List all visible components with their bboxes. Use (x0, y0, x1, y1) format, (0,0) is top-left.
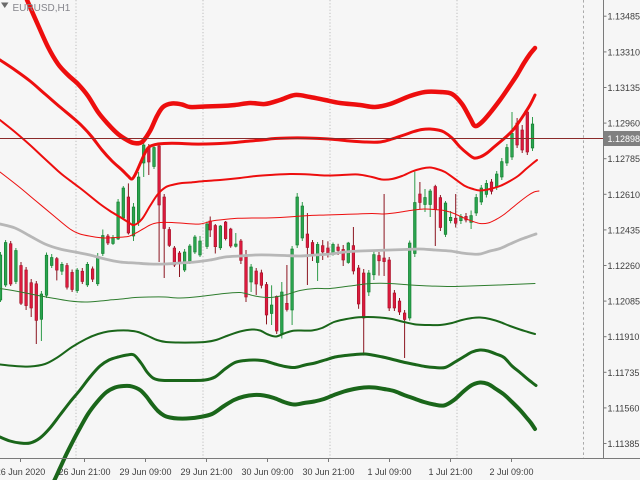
svg-text:1.13310: 1.13310 (608, 47, 640, 57)
svg-text:1.12435: 1.12435 (608, 225, 640, 235)
svg-text:2 Jul 09:00: 2 Jul 09:00 (489, 467, 533, 477)
svg-text:1.11385: 1.11385 (608, 439, 640, 449)
svg-text:1.12898: 1.12898 (608, 134, 640, 144)
svg-text:1 Jul 21:00: 1 Jul 21:00 (428, 467, 472, 477)
svg-text:26 Jun 2020: 26 Jun 2020 (0, 467, 45, 477)
svg-text:1.13135: 1.13135 (608, 83, 640, 93)
svg-text:30 Jun 21:00: 30 Jun 21:00 (302, 467, 354, 477)
svg-text:29 Jun 21:00: 29 Jun 21:00 (180, 467, 232, 477)
svg-text:1.12260: 1.12260 (608, 261, 640, 271)
svg-text:1.12960: 1.12960 (608, 119, 640, 129)
svg-text:1.11910: 1.11910 (608, 332, 640, 342)
svg-text:1 Jul 09:00: 1 Jul 09:00 (367, 467, 411, 477)
svg-text:1.13485: 1.13485 (608, 12, 640, 22)
svg-text:1.12610: 1.12610 (608, 190, 640, 200)
svg-text:30 Jun 09:00: 30 Jun 09:00 (241, 467, 293, 477)
svg-text:29 Jun 09:00: 29 Jun 09:00 (119, 467, 171, 477)
svg-text:1.11560: 1.11560 (608, 403, 640, 413)
svg-text:1.12785: 1.12785 (608, 154, 640, 164)
svg-text:1.12085: 1.12085 (608, 297, 640, 307)
svg-text:26 Jun 21:00: 26 Jun 21:00 (58, 467, 110, 477)
svg-text:1.11735: 1.11735 (608, 368, 640, 378)
svg-text:EURUSD,H1: EURUSD,H1 (13, 3, 71, 14)
